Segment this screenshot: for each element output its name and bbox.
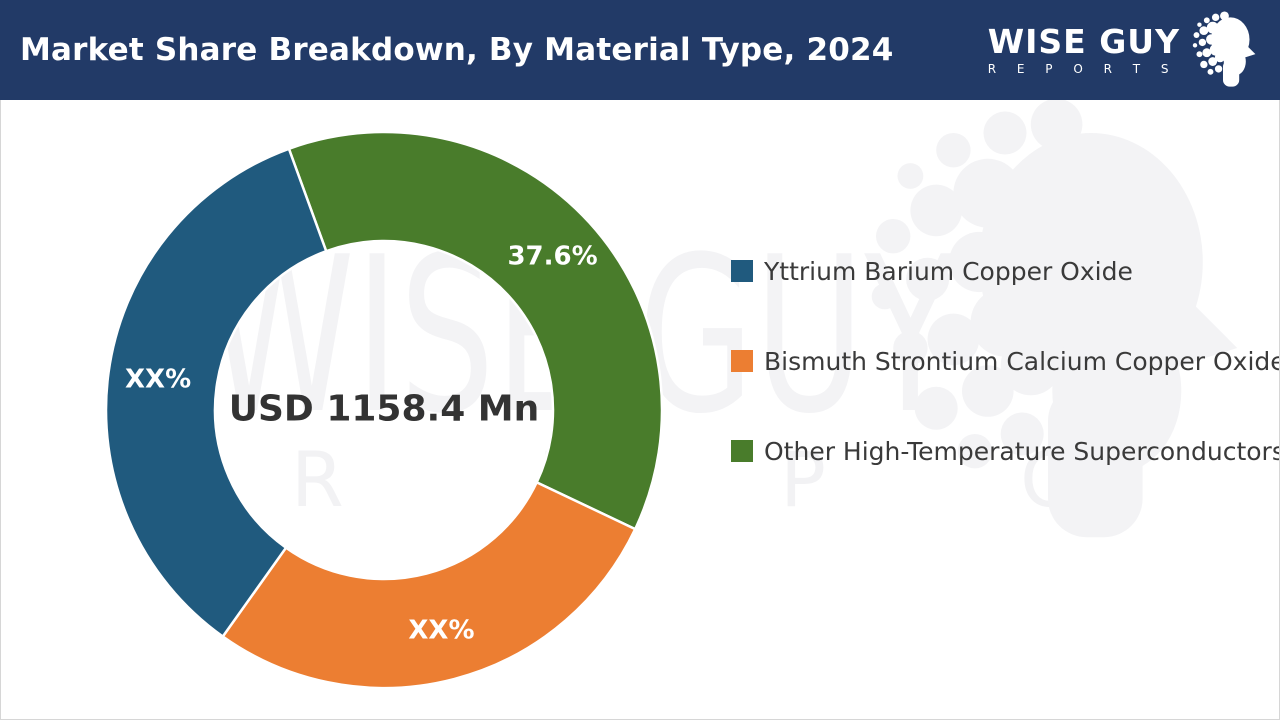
legend-item: Other High-Temperature Superconductors <box>731 436 1280 466</box>
header-bar: Market Share Breakdown, By Material Type… <box>0 0 1280 100</box>
legend-label: Yttrium Barium Copper Oxide <box>764 256 1133 286</box>
donut-segment <box>221 481 637 690</box>
legend-item: Bismuth Strontium Calcium Copper Oxide <box>731 346 1280 376</box>
wiseguy-logo-text: WISE GUY R E P O R T S <box>988 25 1180 76</box>
page-title: Market Share Breakdown, By Material Type… <box>20 32 894 68</box>
donut-segment <box>287 130 664 531</box>
wiseguy-logo: WISE GUY R E P O R T S <box>988 10 1260 91</box>
segment-percent-label: XX% <box>408 616 474 646</box>
chart-center-value: USD 1158.4 Mn <box>228 388 540 430</box>
legend-label: Bismuth Strontium Calcium Copper Oxide <box>764 346 1280 376</box>
chart-legend: Yttrium Barium Copper Oxide Bismuth Stron… <box>731 256 1280 526</box>
logo-subtitle: R E P O R T S <box>987 61 1178 76</box>
chart-area: WISE GUY R E P O R T S 37.6%XX%XX% USD 1… <box>0 100 1280 720</box>
segment-percent-label: 37.6% <box>507 241 597 271</box>
legend-swatch <box>731 260 753 282</box>
logo-wordmark: WISE GUY <box>987 21 1180 61</box>
segment-percent-label: XX% <box>125 364 191 394</box>
legend-swatch <box>731 350 753 372</box>
legend-label: Other High-Temperature Superconductors <box>764 436 1280 466</box>
legend-swatch <box>731 440 753 462</box>
donut-chart: 37.6% XX% XX% <box>104 130 664 690</box>
donut-segment <box>104 147 328 638</box>
wiseguy-face-icon <box>1192 10 1256 87</box>
legend-item: Yttrium Barium Copper Oxide <box>731 256 1279 286</box>
